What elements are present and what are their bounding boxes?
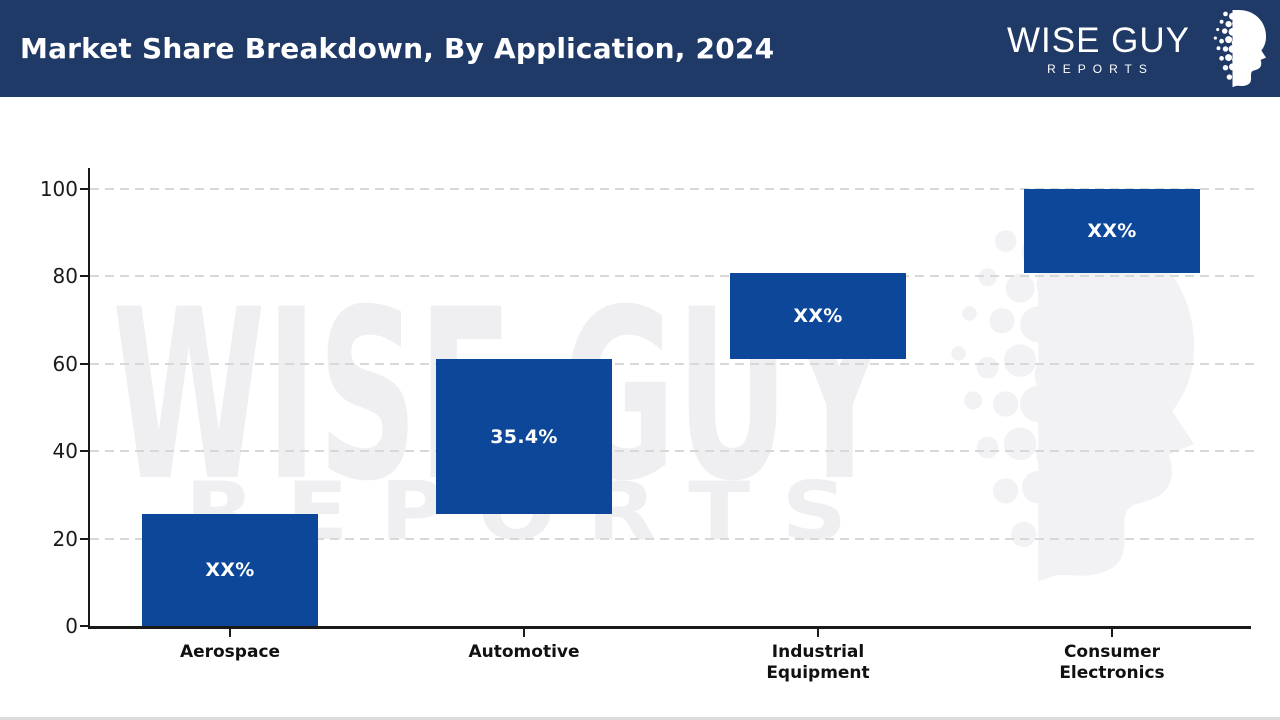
figure-header: Market Share Breakdown, By Application, … [0,0,1280,97]
bar-aerospace: XX% [142,514,318,626]
y-axis-line [88,168,90,629]
x-category-label: Industrial Equipment [766,642,870,683]
y-tick-mark [80,537,88,540]
x-tick-mark [1111,629,1113,637]
x-category-label: Consumer Electronics [1059,642,1165,683]
y-tick-mark [80,450,88,452]
y-gridline [90,275,1258,277]
bar-industrial-equipment: XX% [730,272,906,360]
x-tick-mark [523,629,525,637]
y-tick-mark [80,625,88,627]
logo-sub-text: REPORTS [1047,61,1154,76]
y-tick-mark [80,362,88,365]
bar-automotive: 35.4% [436,359,612,514]
logo-brand-text: WISE GUY [1006,20,1190,60]
y-tick-label: 80 [52,264,78,288]
bar-value-label: 35.4% [490,425,558,448]
logo-text: WISE GUY REPORTS [1007,23,1190,75]
y-tick-label: 40 [52,439,78,463]
y-tick-label: 100 [39,176,78,201]
y-tick-mark [80,187,88,190]
y-tick-mark [80,275,88,277]
x-tick-mark [229,629,231,637]
y-tick-label: 0 [65,614,78,638]
x-tick-mark [817,629,819,637]
bar-value-label: XX% [793,304,843,327]
chart-area: WISE GUY R E P O R T S 020406080100XX%35… [0,97,1280,717]
y-tick-label: 20 [52,526,78,551]
wise-guy-face-icon [1213,9,1266,87]
wise-guy-logo: WISE GUY REPORTS [1007,9,1266,88]
x-axis-line [88,626,1251,629]
y-gridline [90,362,1258,365]
plot-area: 0 20 40 60 80 100 XX% 35.4% XX% XX% Aerospace Autom… [0,97,1280,717]
y-gridline [90,450,1258,452]
bar-value-label: XX% [1087,219,1137,242]
bar-value-label: XX% [205,559,255,581]
figure-title: Market Share Breakdown, By Application, … [20,32,775,65]
y-gridline [90,187,1258,190]
x-category-label: Aerospace [179,642,281,662]
x-category-label: Automotive [468,642,580,662]
y-gridline [90,537,1258,540]
bar-consumer-electronics: XX% [1024,188,1200,273]
y-tick-label: 60 [52,351,78,376]
